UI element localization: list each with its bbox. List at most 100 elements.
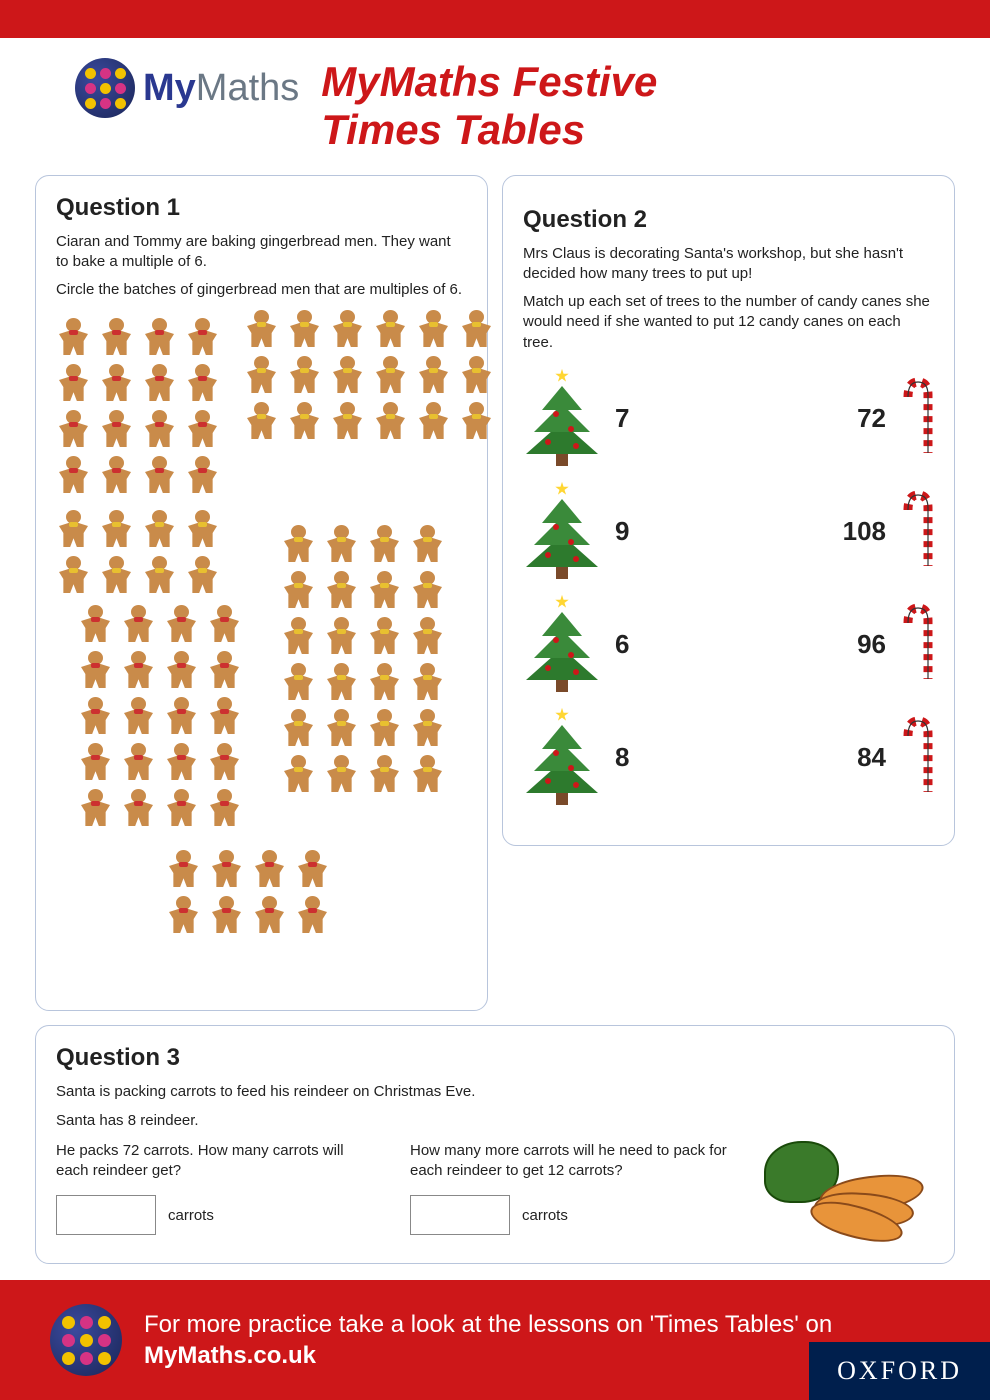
gingerbread-icon	[459, 308, 494, 350]
gingerbread-batch[interactable]	[56, 508, 220, 596]
match-row[interactable]: 6 96	[523, 597, 934, 692]
gingerbread-icon	[373, 308, 408, 350]
gingerbread-icon	[281, 707, 316, 749]
left-col: Question 1 Ciaran and Tommy are baking g…	[35, 175, 488, 1012]
footer-link[interactable]: MyMaths.co.uk	[144, 1342, 316, 1369]
oxford-logo: OXFORD	[809, 1342, 990, 1400]
gingerbread-icon	[324, 661, 359, 703]
answer-input-2[interactable]	[410, 1195, 510, 1235]
logo: MyMaths	[75, 58, 299, 118]
tree-count: 7	[615, 403, 665, 434]
gingerbread-icon	[142, 316, 177, 358]
tree-icon	[523, 484, 601, 579]
gingerbread-icon	[207, 603, 242, 645]
candy-cane-icon	[900, 603, 934, 685]
cane-count: 108	[836, 516, 886, 547]
gingerbread-icon	[281, 753, 316, 795]
match-row[interactable]: 7 72	[523, 371, 934, 466]
gingerbread-icon	[99, 316, 134, 358]
q3-sub1: He packs 72 carrots. How many carrots wi…	[56, 1141, 380, 1182]
answer-unit-2: carrots	[522, 1207, 568, 1224]
gingerbread-icon	[56, 408, 91, 450]
answer-1: carrots	[56, 1195, 380, 1235]
gingerbread-icon	[281, 615, 316, 657]
gingerbread-icon	[244, 400, 279, 442]
gingerbread-icon	[99, 362, 134, 404]
q1-title: Question 1	[56, 194, 467, 222]
q2-text2: Match up each set of trees to the number…	[523, 292, 934, 353]
gingerbread-icon	[459, 354, 494, 396]
gingerbread-icon	[295, 848, 330, 890]
q3-text1: Santa is packing carrots to feed his rei…	[56, 1082, 934, 1102]
gingerbread-icon	[78, 695, 113, 737]
gingerbread-icon	[324, 523, 359, 565]
gingerbread-icon	[142, 408, 177, 450]
gingerbread-icon	[207, 649, 242, 691]
match-right: 84	[836, 716, 934, 798]
gingerbread-icon	[56, 362, 91, 404]
gingerbread-icon	[209, 848, 244, 890]
gingerbread-icon	[244, 354, 279, 396]
q3-title: Question 3	[56, 1044, 934, 1072]
gingerbread-icon	[207, 787, 242, 829]
gingerbread-icon	[142, 554, 177, 596]
gingerbread-icon	[367, 615, 402, 657]
candy-cane-icon	[900, 377, 934, 459]
gingerbread-icon	[324, 753, 359, 795]
gingerbread-icon	[121, 695, 156, 737]
answer-input-1[interactable]	[56, 1195, 156, 1235]
question-1: Question 1 Ciaran and Tommy are baking g…	[35, 175, 488, 1012]
gingerbread-icon	[121, 787, 156, 829]
gingerbread-icon	[164, 603, 199, 645]
gingerbread-icon	[185, 362, 220, 404]
gingerbread-icon	[207, 695, 242, 737]
q3-columns: He packs 72 carrots. How many carrots wi…	[56, 1141, 934, 1241]
gingerbread-icon	[281, 523, 316, 565]
gingerbread-batch[interactable]	[166, 848, 330, 936]
gingerbread-batches	[56, 308, 467, 988]
gingerbread-icon	[142, 454, 177, 496]
bottom-row: Question 3 Santa is packing carrots to f…	[0, 1011, 990, 1264]
q1-text2: Circle the batches of gingerbread men th…	[56, 280, 467, 300]
gingerbread-icon	[99, 508, 134, 550]
q3-col2: How many more carrots will he need to pa…	[410, 1141, 734, 1236]
gingerbread-icon	[99, 408, 134, 450]
gingerbread-icon	[252, 848, 287, 890]
gingerbread-batch[interactable]	[78, 603, 242, 829]
gingerbread-icon	[367, 569, 402, 611]
right-col: Question 2 Mrs Claus is decorating Santa…	[502, 175, 955, 1012]
footer-msg: For more practice take a look at the les…	[144, 1311, 832, 1338]
gingerbread-icon	[166, 894, 201, 936]
match-row[interactable]: 8 84	[523, 710, 934, 805]
gingerbread-icon	[121, 603, 156, 645]
tree-count: 9	[615, 516, 665, 547]
gingerbread-icon	[164, 695, 199, 737]
logo-text: MyMaths	[143, 67, 299, 110]
gingerbread-batch[interactable]	[56, 316, 220, 496]
tree-count: 6	[615, 629, 665, 660]
gingerbread-icon	[121, 649, 156, 691]
logo-my: My	[143, 67, 196, 109]
gingerbread-icon	[164, 649, 199, 691]
gingerbread-batch[interactable]	[244, 308, 494, 442]
q2-title: Question 2	[523, 206, 934, 234]
gingerbread-icon	[56, 508, 91, 550]
gingerbread-icon	[185, 508, 220, 550]
gingerbread-batch[interactable]	[281, 523, 445, 795]
answer-unit-1: carrots	[168, 1207, 214, 1224]
match-left: 8	[523, 710, 665, 805]
logo-circle	[75, 58, 135, 118]
gingerbread-icon	[367, 661, 402, 703]
question-2: Question 2 Mrs Claus is decorating Santa…	[502, 175, 955, 846]
gingerbread-icon	[78, 649, 113, 691]
gingerbread-icon	[295, 894, 330, 936]
q3-text2: Santa has 8 reindeer.	[56, 1111, 934, 1131]
gingerbread-icon	[330, 400, 365, 442]
content-row: Question 1 Ciaran and Tommy are baking g…	[0, 170, 990, 1012]
match-row[interactable]: 9 108	[523, 484, 934, 579]
gingerbread-icon	[410, 753, 445, 795]
footer-logo	[50, 1304, 122, 1376]
gingerbread-icon	[78, 787, 113, 829]
match-left: 7	[523, 371, 665, 466]
gingerbread-icon	[252, 894, 287, 936]
